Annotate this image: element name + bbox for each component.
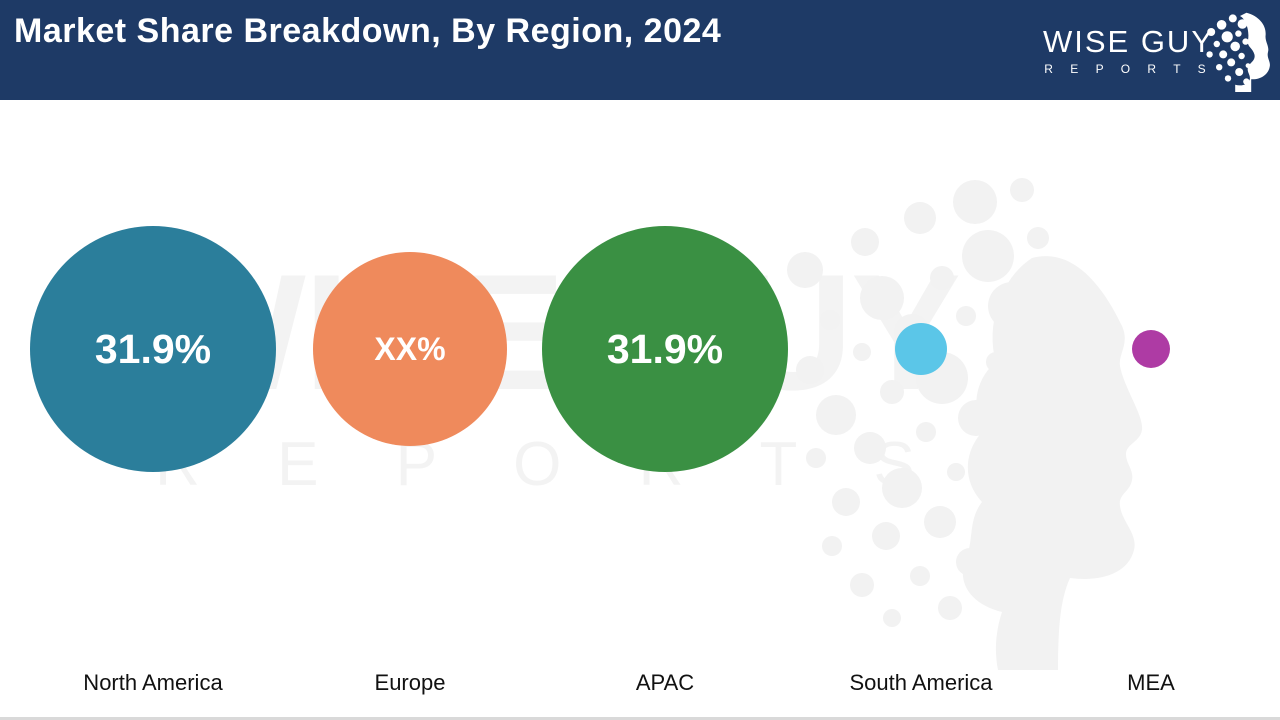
bubble-south-america — [895, 323, 947, 375]
chart-area: WISE GUY R E P O R T S — [0, 100, 1280, 720]
logo-wordmark-line2: R E P O R T S — [1044, 62, 1213, 76]
bubble-label-north-america: 31.9% — [94, 325, 212, 372]
logo-head-icon — [1206, 12, 1270, 92]
category-label-south-america: South America — [849, 670, 993, 695]
bubble-label-europe: XX% — [374, 330, 446, 367]
category-label-europe: Europe — [374, 670, 446, 695]
logo-wordmark-line1: WISE GUY — [1042, 24, 1214, 59]
bubble-north-america: 31.9% — [30, 226, 276, 472]
category-label-mea: MEA — [1127, 670, 1175, 695]
category-label-north-america: North America — [83, 670, 223, 695]
logo-wordmark: WISE GUY R E P O R T S — [1043, 24, 1214, 76]
bubble-label-apac: 31.9% — [606, 325, 724, 372]
bottom-divider — [0, 717, 1280, 720]
bubble-europe: XX% — [313, 252, 507, 446]
header-bar: Market Share Breakdown, By Region, 2024 … — [0, 0, 1280, 100]
page-title: Market Share Breakdown, By Region, 2024 — [14, 12, 722, 50]
watermark-line2: R E P O R T S — [155, 430, 945, 499]
wise-guy-logo: WISE GUY R E P O R T S — [1043, 8, 1272, 92]
bubble-mea — [1132, 330, 1170, 368]
watermark-head-icon — [787, 178, 1143, 670]
category-label-apac: APAC — [635, 670, 695, 695]
bubble-apac: 31.9% — [542, 226, 788, 472]
